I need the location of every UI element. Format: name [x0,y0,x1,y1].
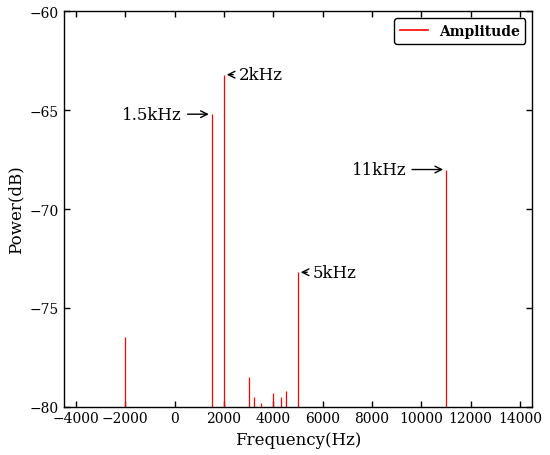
Text: 2kHz: 2kHz [228,67,283,84]
Legend: Amplitude: Amplitude [394,20,525,45]
Y-axis label: Power(dB): Power(dB) [7,165,24,254]
Text: 1.5kHz: 1.5kHz [122,106,207,123]
Text: 5kHz: 5kHz [302,264,356,281]
X-axis label: Frequency(Hz): Frequency(Hz) [235,431,361,448]
Text: 11kHz: 11kHz [352,162,442,179]
